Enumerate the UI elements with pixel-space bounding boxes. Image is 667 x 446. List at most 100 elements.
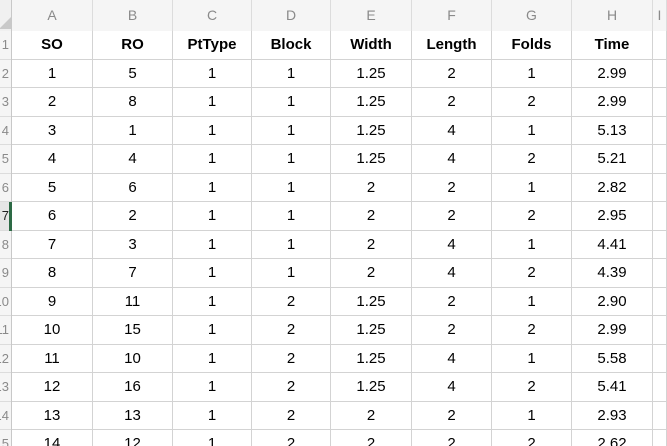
table-cell[interactable]: 2 <box>492 259 572 288</box>
table-cell[interactable]: 2.99 <box>572 316 653 345</box>
table-cell[interactable]: 2.90 <box>572 287 653 316</box>
empty-cell[interactable] <box>653 373 667 402</box>
row-header-gutter[interactable]: 12345678910111213141516171819 <box>0 31 12 446</box>
column-header-d[interactable]: D <box>252 0 331 31</box>
table-cell[interactable]: 16 <box>93 373 173 402</box>
table-cell[interactable]: 2 <box>252 344 331 373</box>
table-cell[interactable]: 5.41 <box>572 373 653 402</box>
table-cell[interactable]: 2.62 <box>572 430 653 446</box>
table-cell[interactable]: 2 <box>412 430 492 446</box>
table-cell[interactable]: 1.25 <box>331 373 412 402</box>
table-cell[interactable]: 1 <box>252 116 331 145</box>
table-cell[interactable]: 2 <box>252 373 331 402</box>
table-cell[interactable]: 2 <box>331 430 412 446</box>
table-cell[interactable]: 1 <box>492 344 572 373</box>
table-cell[interactable]: 2 <box>331 230 412 259</box>
table-cell[interactable]: 2.93 <box>572 401 653 430</box>
row-header-8[interactable]: 8 <box>0 230 11 259</box>
row-header-1[interactable]: 1 <box>0 31 11 60</box>
table-cell[interactable]: 10 <box>93 344 173 373</box>
empty-cell[interactable] <box>653 259 667 288</box>
table-cell[interactable]: 2 <box>412 287 492 316</box>
table-cell[interactable]: 2 <box>331 401 412 430</box>
table-cell[interactable]: 1 <box>12 59 93 88</box>
table-cell[interactable]: 2 <box>412 401 492 430</box>
table-cell[interactable]: 2 <box>412 88 492 117</box>
table-cell[interactable]: 4 <box>412 230 492 259</box>
empty-cell[interactable] <box>653 116 667 145</box>
table-cell[interactable]: 1 <box>173 316 252 345</box>
table-cell[interactable]: 9 <box>12 287 93 316</box>
table-cell[interactable]: 4 <box>93 145 173 174</box>
empty-cell[interactable] <box>653 31 667 60</box>
row-header-7[interactable]: 7 <box>0 202 11 231</box>
table-cell[interactable]: 6 <box>12 202 93 231</box>
table-cell[interactable]: 2 <box>492 145 572 174</box>
table-cell[interactable]: 1 <box>252 202 331 231</box>
table-cell[interactable]: 1 <box>492 116 572 145</box>
row-header-5[interactable]: 5 <box>0 145 11 174</box>
table-cell[interactable]: 2 <box>412 316 492 345</box>
table-cell[interactable]: 1 <box>492 287 572 316</box>
table-cell[interactable]: 5.21 <box>572 145 653 174</box>
table-cell[interactable]: 1 <box>492 230 572 259</box>
row-header-6[interactable]: 6 <box>0 173 11 202</box>
empty-cell[interactable] <box>653 430 667 446</box>
table-cell[interactable]: 1.25 <box>331 287 412 316</box>
table-cell[interactable]: 2 <box>12 88 93 117</box>
table-cell[interactable]: 1 <box>173 59 252 88</box>
table-cell[interactable]: 1 <box>93 116 173 145</box>
table-cell[interactable]: 11 <box>12 344 93 373</box>
column-header-g[interactable]: G <box>492 0 572 31</box>
table-cell[interactable]: 1 <box>173 430 252 446</box>
table-cell[interactable]: 1 <box>252 259 331 288</box>
table-cell[interactable]: 1 <box>173 401 252 430</box>
table-column-header[interactable]: Length <box>412 31 492 60</box>
row-header-2[interactable]: 2 <box>0 59 11 88</box>
column-header-h[interactable]: H <box>572 0 653 31</box>
column-header-i[interactable]: I <box>653 0 667 31</box>
table-cell[interactable]: 2 <box>492 88 572 117</box>
table-cell[interactable]: 4 <box>412 145 492 174</box>
table-cell[interactable]: 2.99 <box>572 88 653 117</box>
table-cell[interactable]: 1 <box>252 230 331 259</box>
table-cell[interactable]: 12 <box>93 430 173 446</box>
table-cell[interactable]: 1 <box>173 373 252 402</box>
column-header-c[interactable]: C <box>173 0 252 31</box>
row-header-10[interactable]: 10 <box>0 287 11 316</box>
table-cell[interactable]: 1 <box>173 287 252 316</box>
table-cell[interactable]: 1 <box>252 59 331 88</box>
table-cell[interactable]: 4 <box>412 373 492 402</box>
row-header-4[interactable]: 4 <box>0 116 11 145</box>
table-cell[interactable]: 2.95 <box>572 202 653 231</box>
row-header-13[interactable]: 13 <box>0 373 11 402</box>
empty-cell[interactable] <box>653 173 667 202</box>
select-all-corner[interactable] <box>0 0 12 31</box>
row-header-11[interactable]: 11 <box>0 316 11 345</box>
table-cell[interactable]: 2 <box>252 430 331 446</box>
table-column-header[interactable]: SO <box>12 31 93 60</box>
row-header-14[interactable]: 14 <box>0 401 11 430</box>
table-cell[interactable]: 1 <box>173 145 252 174</box>
table-cell[interactable]: 2 <box>252 287 331 316</box>
row-header-15[interactable]: 15 <box>0 430 11 446</box>
table-cell[interactable]: 11 <box>93 287 173 316</box>
table-cell[interactable]: 1.25 <box>331 116 412 145</box>
row-header-12[interactable]: 12 <box>0 344 11 373</box>
table-cell[interactable]: 15 <box>93 316 173 345</box>
table-cell[interactable]: 1.25 <box>331 59 412 88</box>
table-cell[interactable]: 2 <box>412 173 492 202</box>
table-column-header[interactable]: Time <box>572 31 653 60</box>
table-cell[interactable]: 13 <box>93 401 173 430</box>
table-cell[interactable]: 1 <box>173 259 252 288</box>
table-cell[interactable]: 2 <box>492 202 572 231</box>
table-cell[interactable]: 2 <box>93 202 173 231</box>
empty-cell[interactable] <box>653 145 667 174</box>
table-cell[interactable]: 10 <box>12 316 93 345</box>
table-column-header[interactable]: Folds <box>492 31 572 60</box>
table-cell[interactable]: 12 <box>12 373 93 402</box>
table-cell[interactable]: 1.25 <box>331 316 412 345</box>
table-cell[interactable]: 1 <box>252 88 331 117</box>
table-cell[interactable]: 1 <box>173 202 252 231</box>
